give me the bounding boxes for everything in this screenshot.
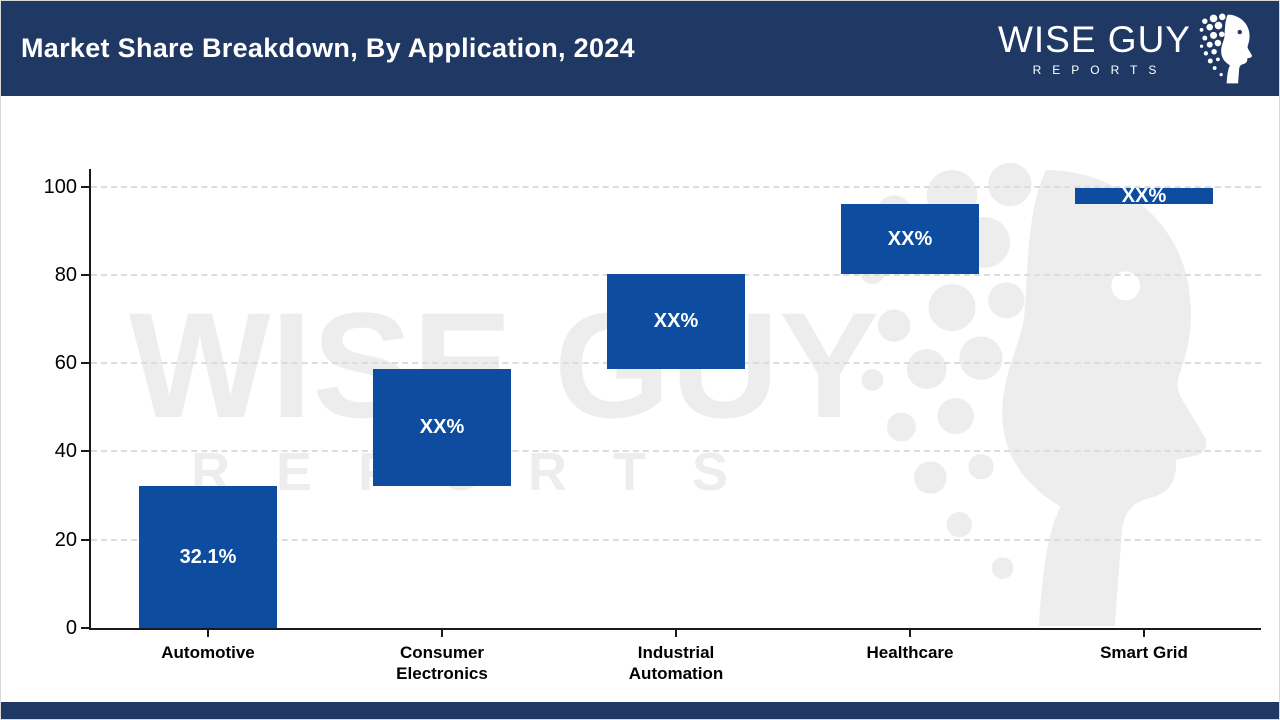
y-axis-tick-label-80: 80 (54, 263, 77, 286)
gridline-100 (91, 185, 1261, 188)
bar-automotive: 32.1% (139, 486, 277, 628)
x-axis-tick-mark (441, 630, 443, 637)
y-axis-tick-mark (81, 627, 89, 629)
bar-value-label-smart-grid: XX% (1121, 184, 1167, 207)
header-bar: Market Share Breakdown, By Application, … (1, 1, 1279, 96)
y-axis-tick-mark (81, 273, 89, 276)
x-axis-tick-mark (207, 630, 209, 637)
x-axis-label-healthcare: Healthcare (866, 643, 954, 662)
y-axis-tick-label-40: 40 (54, 440, 77, 463)
bar-value-label-automotive: 32.1% (179, 545, 237, 568)
y-axis-tick-mark (81, 362, 89, 365)
gridline-20 (91, 538, 1261, 541)
gridline-40 (91, 450, 1261, 453)
y-axis-tick-mark (81, 185, 89, 188)
wise-guy-reports-logo: WISE GUY REPORTS (998, 13, 1255, 85)
y-axis-tick-label-60: 60 (54, 352, 77, 375)
y-axis-tick-mark (81, 538, 89, 541)
x-axis-label-smart-grid: Smart Grid (1100, 643, 1188, 662)
x-axis-label-consumer-electronics: Consumer Electronics (396, 643, 488, 683)
x-axis-tick-mark (675, 630, 677, 637)
plot-area: 0 20 40 60 80 100 32.1% Automotive XX% Consumer E… (44, 169, 1261, 683)
bar-consumer-electronics: XX% (373, 369, 511, 487)
bar-value-label-consumer-electronics: XX% (419, 416, 465, 439)
dotted-head-logo-icon (1195, 13, 1255, 85)
x-axis-tick-mark (909, 630, 911, 637)
bar-healthcare: XX% (841, 204, 979, 275)
x-axis-label-automotive: Automotive (161, 643, 255, 662)
bar-industrial-automation: XX% (607, 274, 745, 370)
logo-text-reports: REPORTS (1032, 62, 1168, 77)
y-axis-tick-label-0: 0 (65, 617, 77, 639)
chart-title: Market Share Breakdown, By Application, … (21, 33, 635, 63)
footer-bar (1, 702, 1279, 719)
x-axis-label-industrial-automation: Industrial Automation (628, 643, 724, 683)
logo-text-wise-guy: WISE GUY (997, 18, 1191, 60)
bar-smart-grid: XX% (1075, 185, 1213, 207)
y-axis-tick-label-100: 100 (43, 175, 77, 198)
logo-wordmark: WISE GUY REPORTS (998, 21, 1191, 77)
y-axis-tick-mark (81, 450, 89, 453)
x-axis-tick-mark (1143, 630, 1145, 637)
y-axis-tick-label-20: 20 (54, 528, 77, 551)
bar-value-label-healthcare: XX% (887, 227, 933, 250)
bar-value-label-industrial-automation: XX% (653, 310, 699, 333)
